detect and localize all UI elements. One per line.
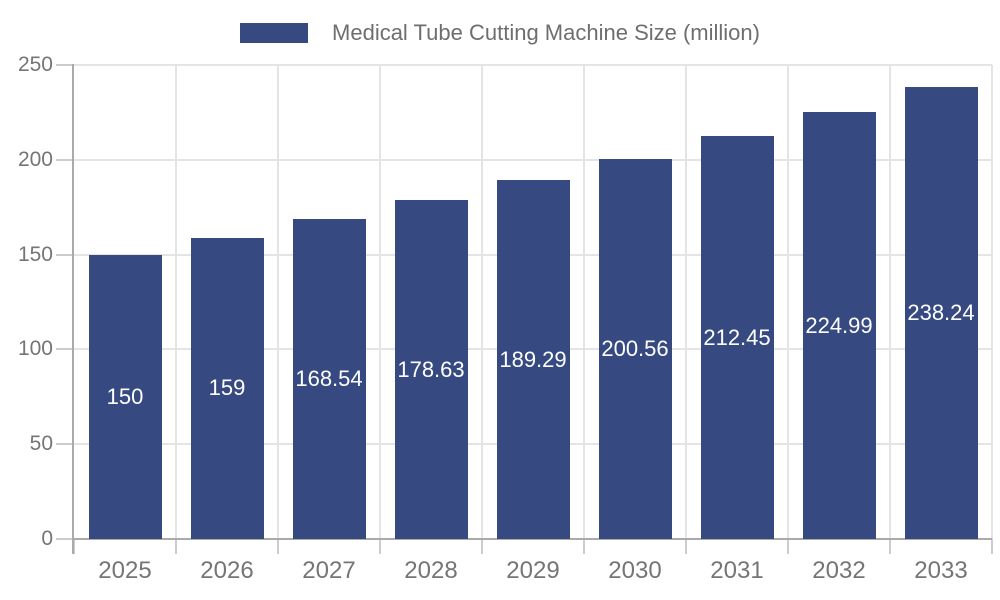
bar-value-label: 178.63 xyxy=(397,356,465,382)
x-axis-label: 2033 xyxy=(914,557,968,584)
bar[interactable] xyxy=(802,112,876,539)
x-axis-label: 2032 xyxy=(812,557,866,584)
gridline-vertical xyxy=(481,65,483,539)
y-axis-tick xyxy=(56,253,74,256)
x-axis-label: 2029 xyxy=(506,557,560,584)
y-axis-tick xyxy=(56,158,74,161)
x-axis-tick xyxy=(379,539,381,554)
bar[interactable] xyxy=(292,219,366,539)
gridline-horizontal xyxy=(74,64,992,66)
y-axis-tick xyxy=(56,64,74,66)
bar-value-label: 189.29 xyxy=(499,346,567,372)
bar[interactable] xyxy=(496,180,570,539)
y-axis-label: 0 xyxy=(41,527,53,550)
x-axis-tick xyxy=(481,539,483,554)
y-axis-label: 50 xyxy=(29,432,53,456)
legend-swatch-icon xyxy=(240,23,309,43)
bar[interactable] xyxy=(904,87,978,539)
bar-value-label: 168.54 xyxy=(295,366,363,392)
x-axis-label: 2028 xyxy=(404,557,458,584)
y-axis-tick xyxy=(56,538,74,540)
bar[interactable] xyxy=(190,237,264,539)
legend-label: Medical Tube Cutting Machine Size (milli… xyxy=(332,20,760,45)
bar[interactable] xyxy=(88,254,162,539)
x-axis-tick xyxy=(991,539,993,554)
x-axis-label: 2027 xyxy=(302,557,356,584)
gridline-vertical xyxy=(583,65,585,539)
y-axis-label: 200 xyxy=(17,147,53,171)
bar-value-label: 212.45 xyxy=(703,324,771,350)
y-axis-tick xyxy=(56,443,74,446)
gridline-vertical xyxy=(379,65,381,539)
x-axis-tick xyxy=(685,539,687,554)
x-axis-tick xyxy=(277,539,279,554)
gridline-vertical xyxy=(991,65,993,539)
x-axis-tick xyxy=(787,539,789,554)
bar[interactable] xyxy=(598,158,672,539)
x-axis-line xyxy=(72,538,992,540)
x-axis-tick xyxy=(583,539,585,554)
y-axis-line xyxy=(72,64,74,554)
gridline-vertical xyxy=(175,65,177,539)
y-axis-tick xyxy=(56,348,74,351)
gridline-horizontal xyxy=(74,158,992,161)
bar-value-label: 150 xyxy=(106,383,144,409)
bar-value-label: 159 xyxy=(208,375,246,401)
y-axis-label: 100 xyxy=(17,337,53,361)
bar[interactable] xyxy=(394,200,468,539)
y-axis-label: 250 xyxy=(17,53,53,76)
x-axis-tick xyxy=(175,539,177,554)
bar-value-label: 224.99 xyxy=(805,312,873,338)
gridline-vertical xyxy=(889,65,891,539)
y-axis-label: 150 xyxy=(17,242,53,266)
bar-value-label: 200.56 xyxy=(601,335,669,361)
gridline-vertical xyxy=(787,65,789,539)
legend-item[interactable]: Medical Tube Cutting Machine Size (milli… xyxy=(0,20,1000,46)
x-axis-label: 2025 xyxy=(98,557,152,584)
x-axis-tick xyxy=(889,539,891,554)
gridline-vertical xyxy=(277,65,279,539)
x-axis-label: 2026 xyxy=(200,557,254,584)
gridline-vertical xyxy=(685,65,687,539)
x-axis-label: 2031 xyxy=(710,557,764,584)
x-axis-tick xyxy=(73,539,75,554)
bar[interactable] xyxy=(700,136,774,539)
x-axis-label: 2030 xyxy=(608,557,662,584)
bar-value-label: 238.24 xyxy=(907,300,975,326)
